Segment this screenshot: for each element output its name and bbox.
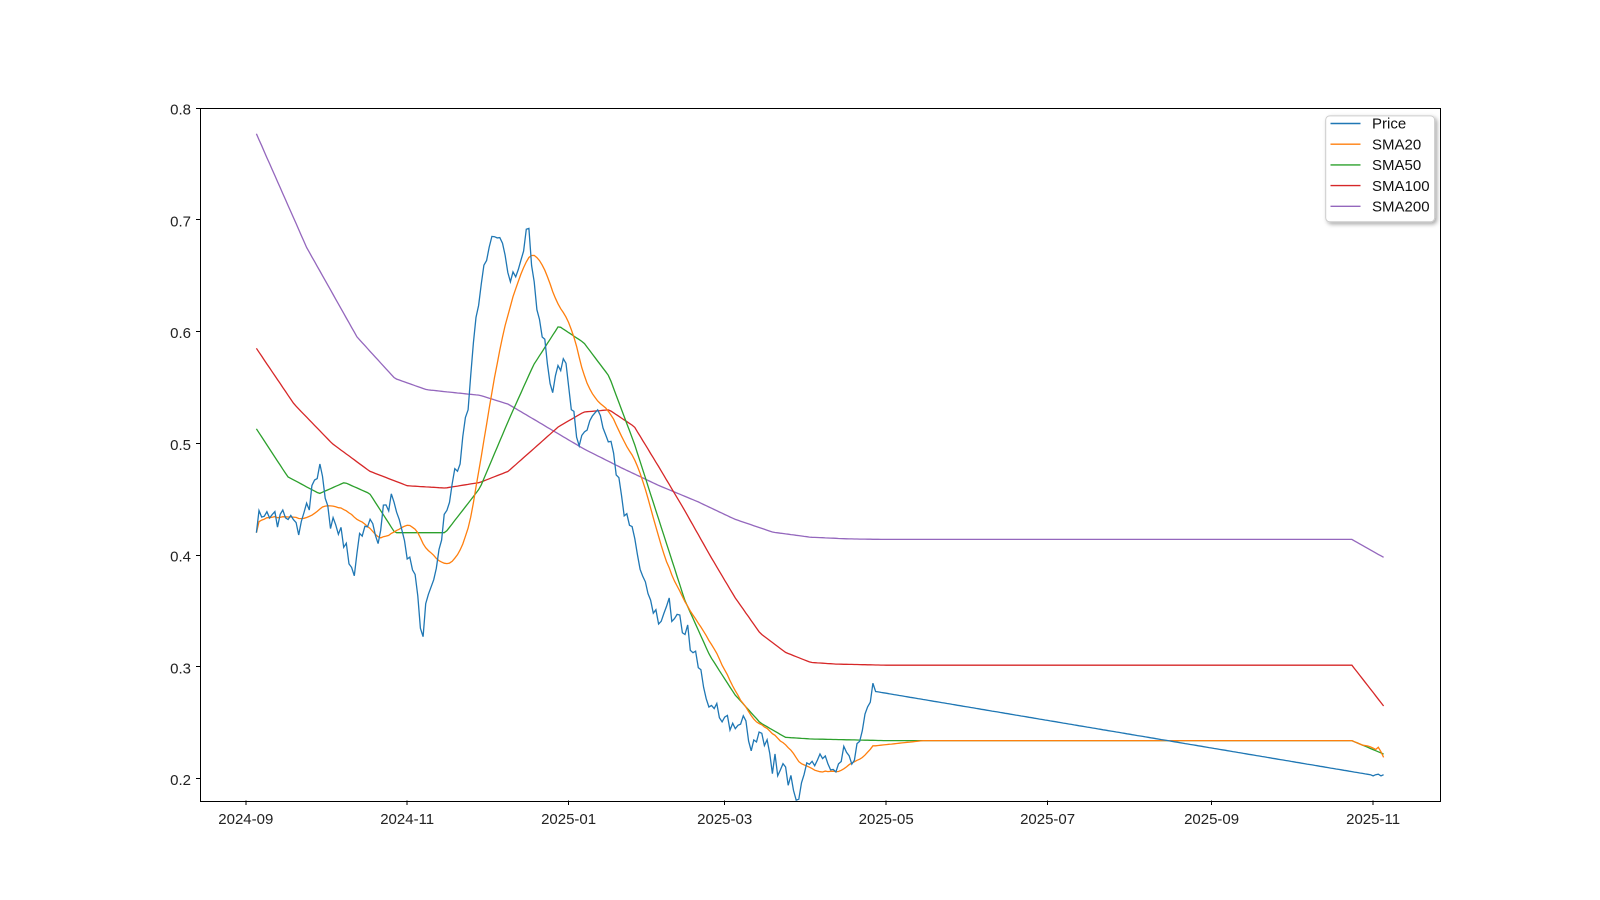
svg-text:2025-05: 2025-05 <box>859 811 914 828</box>
svg-text:0.7: 0.7 <box>170 213 191 230</box>
svg-text:2024-11: 2024-11 <box>380 811 434 828</box>
svg-text:Price: Price <box>1372 116 1406 133</box>
svg-text:2025-01: 2025-01 <box>541 811 596 828</box>
svg-text:SMA200: SMA200 <box>1372 199 1430 216</box>
svg-text:2024-09: 2024-09 <box>218 811 273 828</box>
svg-text:2025-07: 2025-07 <box>1020 811 1075 828</box>
svg-text:0.3: 0.3 <box>170 660 191 677</box>
svg-text:0.4: 0.4 <box>170 549 191 566</box>
svg-text:0.8: 0.8 <box>170 102 191 119</box>
svg-text:2025-11: 2025-11 <box>1346 811 1400 828</box>
svg-text:2025-03: 2025-03 <box>697 811 752 828</box>
svg-text:SMA100: SMA100 <box>1372 178 1430 195</box>
svg-text:0.5: 0.5 <box>170 437 191 454</box>
svg-text:SMA20: SMA20 <box>1372 136 1421 153</box>
svg-text:2025-09: 2025-09 <box>1184 811 1239 828</box>
svg-text:0.6: 0.6 <box>170 325 191 342</box>
svg-text:0.2: 0.2 <box>170 772 191 789</box>
svg-text:SMA50: SMA50 <box>1372 157 1421 174</box>
